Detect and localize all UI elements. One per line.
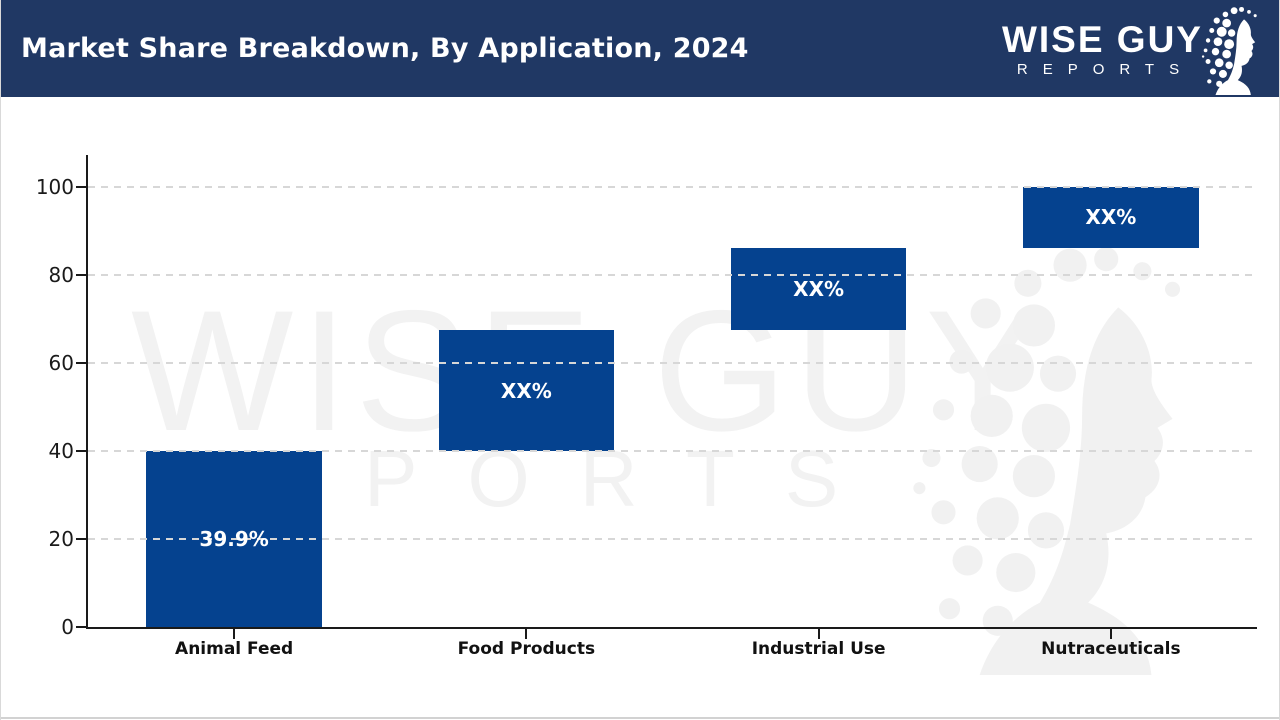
bar-industrial-use bbox=[730, 247, 907, 330]
y-tick-label-60: 60 bbox=[48, 351, 74, 375]
y-tick-label-0: 0 bbox=[61, 615, 74, 639]
category-label: Nutraceuticals bbox=[1041, 639, 1181, 659]
bar-food-products bbox=[438, 330, 615, 452]
gridline-80 bbox=[88, 274, 1257, 276]
page-title: Market Share Breakdown, By Application, … bbox=[21, 33, 749, 64]
y-tick-20 bbox=[76, 538, 86, 540]
x-tick-4 bbox=[1109, 629, 1112, 639]
gridline-100 bbox=[88, 186, 1257, 188]
gridline-20 bbox=[88, 538, 1257, 540]
y-tick-label-80: 80 bbox=[48, 263, 74, 287]
bar-value-label: XX% bbox=[793, 276, 845, 301]
category-label: Animal Feed bbox=[175, 639, 294, 659]
bottom-divider bbox=[1, 717, 1279, 719]
y-tick-label-20: 20 bbox=[48, 527, 74, 551]
gridline-40 bbox=[88, 450, 1257, 452]
x-tick-3 bbox=[817, 629, 820, 639]
logo-wordmark: WISE GUY bbox=[1001, 18, 1203, 60]
category-label: Food Products bbox=[457, 639, 596, 659]
y-tick-100 bbox=[76, 186, 86, 188]
header-bar: Market Share Breakdown, By Application, … bbox=[1, 0, 1279, 97]
bar-value-label: XX% bbox=[1085, 205, 1137, 230]
y-tick-60 bbox=[76, 362, 86, 364]
plot-area: 0 20 40 60 80 100 Animal Feed 39.9% Food Product… bbox=[36, 155, 1257, 659]
bar-nutraceuticals bbox=[1023, 187, 1199, 248]
category-label: Industrial Use bbox=[751, 639, 886, 659]
x-tick-1 bbox=[233, 629, 236, 639]
y-tick-label-100: 100 bbox=[35, 175, 74, 199]
y-tick-0 bbox=[76, 626, 86, 628]
gridline-60 bbox=[88, 362, 1257, 364]
bar-value-label: 39.9% bbox=[199, 527, 269, 552]
bar-value-label: XX% bbox=[500, 378, 552, 403]
y-tick-label-40: 40 bbox=[48, 439, 74, 463]
y-tick-80 bbox=[76, 274, 86, 276]
y-tick-40 bbox=[76, 450, 86, 452]
logo-subtitle: REPORTS bbox=[1016, 60, 1195, 78]
x-tick-2 bbox=[525, 629, 528, 639]
logo-text: WISE GUY REPORTS bbox=[1002, 21, 1203, 77]
wiseguy-logo: WISE GUY REPORTS bbox=[1002, 0, 1273, 97]
chart-area: WISE GUY REPORTS 0 20 40 60 80 100 Animal Feed… bbox=[1, 97, 1279, 720]
